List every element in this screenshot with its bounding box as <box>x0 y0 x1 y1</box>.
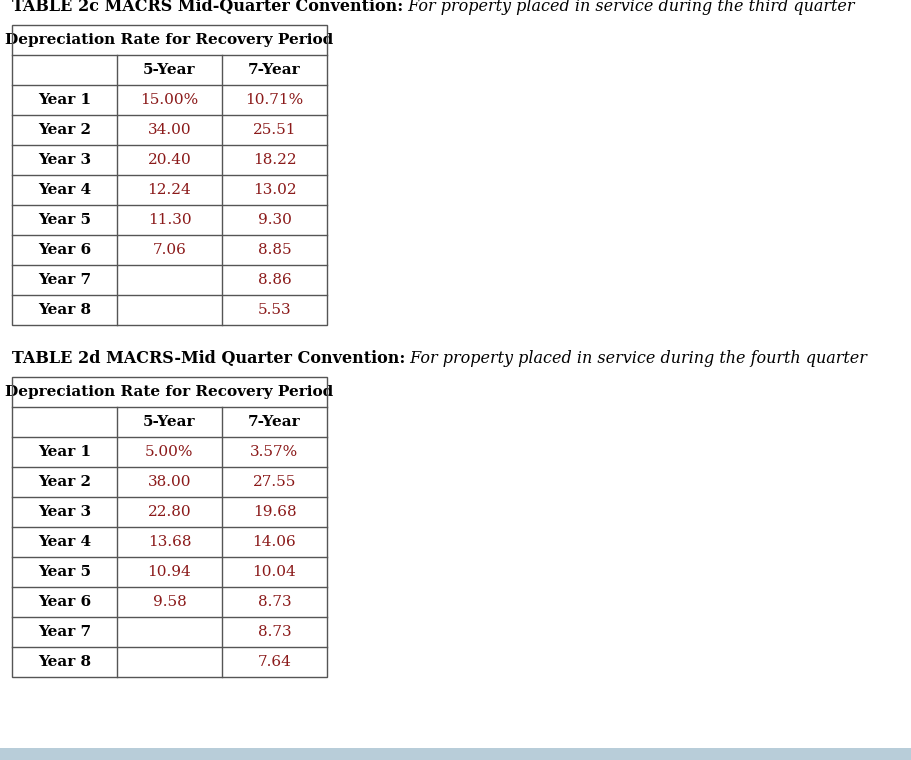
Text: 34.00: 34.00 <box>148 123 191 137</box>
Bar <box>12 145 327 175</box>
Bar <box>0 748 911 760</box>
Bar <box>12 557 327 587</box>
Text: 5-Year: 5-Year <box>143 415 196 429</box>
Text: 9.58: 9.58 <box>153 595 187 609</box>
Text: 20.40: 20.40 <box>148 153 191 167</box>
Text: 8.73: 8.73 <box>258 595 292 609</box>
Text: 25.51: 25.51 <box>252 123 296 137</box>
Text: 5.53: 5.53 <box>258 303 292 317</box>
Text: For property placed in service during the fourth quarter: For property placed in service during th… <box>405 350 867 367</box>
Bar <box>12 265 327 295</box>
Bar <box>12 467 327 497</box>
Text: Depreciation Rate for Recovery Period: Depreciation Rate for Recovery Period <box>5 385 333 399</box>
Bar <box>12 377 327 407</box>
Text: 7.06: 7.06 <box>152 243 187 257</box>
Bar <box>12 115 327 145</box>
Text: 7.64: 7.64 <box>258 655 292 669</box>
Bar <box>12 617 327 647</box>
Text: 10.94: 10.94 <box>148 565 191 579</box>
Bar <box>12 85 327 115</box>
Text: Year 4: Year 4 <box>38 535 91 549</box>
Text: Year 6: Year 6 <box>38 243 91 257</box>
Text: 8.85: 8.85 <box>258 243 292 257</box>
Text: Year 1: Year 1 <box>38 445 91 459</box>
Text: 11.30: 11.30 <box>148 213 191 227</box>
Text: 8.73: 8.73 <box>258 625 292 639</box>
Bar <box>12 235 327 265</box>
Text: 15.00%: 15.00% <box>140 93 199 107</box>
Bar <box>12 377 327 677</box>
Text: 38.00: 38.00 <box>148 475 191 489</box>
Text: 14.06: 14.06 <box>252 535 296 549</box>
Text: Year 3: Year 3 <box>38 505 91 519</box>
Text: 5-Year: 5-Year <box>143 63 196 77</box>
Text: TABLE 2c MACRS Mid-Quarter Convention:: TABLE 2c MACRS Mid-Quarter Convention: <box>12 0 404 15</box>
Text: Depreciation Rate for Recovery Period: Depreciation Rate for Recovery Period <box>5 33 333 47</box>
Bar <box>12 55 327 85</box>
Bar <box>12 175 327 205</box>
Text: Year 7: Year 7 <box>38 625 91 639</box>
Text: 27.55: 27.55 <box>253 475 296 489</box>
Text: 13.02: 13.02 <box>252 183 296 197</box>
Bar <box>12 587 327 617</box>
Text: Year 2: Year 2 <box>38 123 91 137</box>
Text: 8.86: 8.86 <box>258 273 292 287</box>
Bar <box>12 25 327 325</box>
Text: 13.68: 13.68 <box>148 535 191 549</box>
Text: Year 8: Year 8 <box>38 303 91 317</box>
Text: 22.80: 22.80 <box>148 505 191 519</box>
Text: 3.57%: 3.57% <box>251 445 299 459</box>
Text: TABLE 2d MACRS-Mid Quarter Convention:: TABLE 2d MACRS-Mid Quarter Convention: <box>12 350 405 367</box>
Text: 7-Year: 7-Year <box>248 63 301 77</box>
Bar <box>12 205 327 235</box>
Text: 9.30: 9.30 <box>258 213 292 227</box>
Text: 12.24: 12.24 <box>148 183 191 197</box>
Bar <box>12 25 327 55</box>
Text: 10.04: 10.04 <box>252 565 296 579</box>
Bar <box>12 407 327 437</box>
Bar <box>12 527 327 557</box>
Text: Year 5: Year 5 <box>38 213 91 227</box>
Text: 10.71%: 10.71% <box>245 93 303 107</box>
Text: Year 5: Year 5 <box>38 565 91 579</box>
Text: Year 8: Year 8 <box>38 655 91 669</box>
Text: Year 3: Year 3 <box>38 153 91 167</box>
Bar <box>12 647 327 677</box>
Text: For property placed in service during the third quarter: For property placed in service during th… <box>404 0 855 15</box>
Text: Year 4: Year 4 <box>38 183 91 197</box>
Text: 5.00%: 5.00% <box>145 445 194 459</box>
Text: Year 2: Year 2 <box>38 475 91 489</box>
Text: 19.68: 19.68 <box>252 505 296 519</box>
Text: 7-Year: 7-Year <box>248 415 301 429</box>
Bar <box>12 437 327 467</box>
Bar <box>12 295 327 325</box>
Text: Year 7: Year 7 <box>38 273 91 287</box>
Text: Year 1: Year 1 <box>38 93 91 107</box>
Text: Year 6: Year 6 <box>38 595 91 609</box>
Bar <box>12 497 327 527</box>
Text: 18.22: 18.22 <box>252 153 296 167</box>
